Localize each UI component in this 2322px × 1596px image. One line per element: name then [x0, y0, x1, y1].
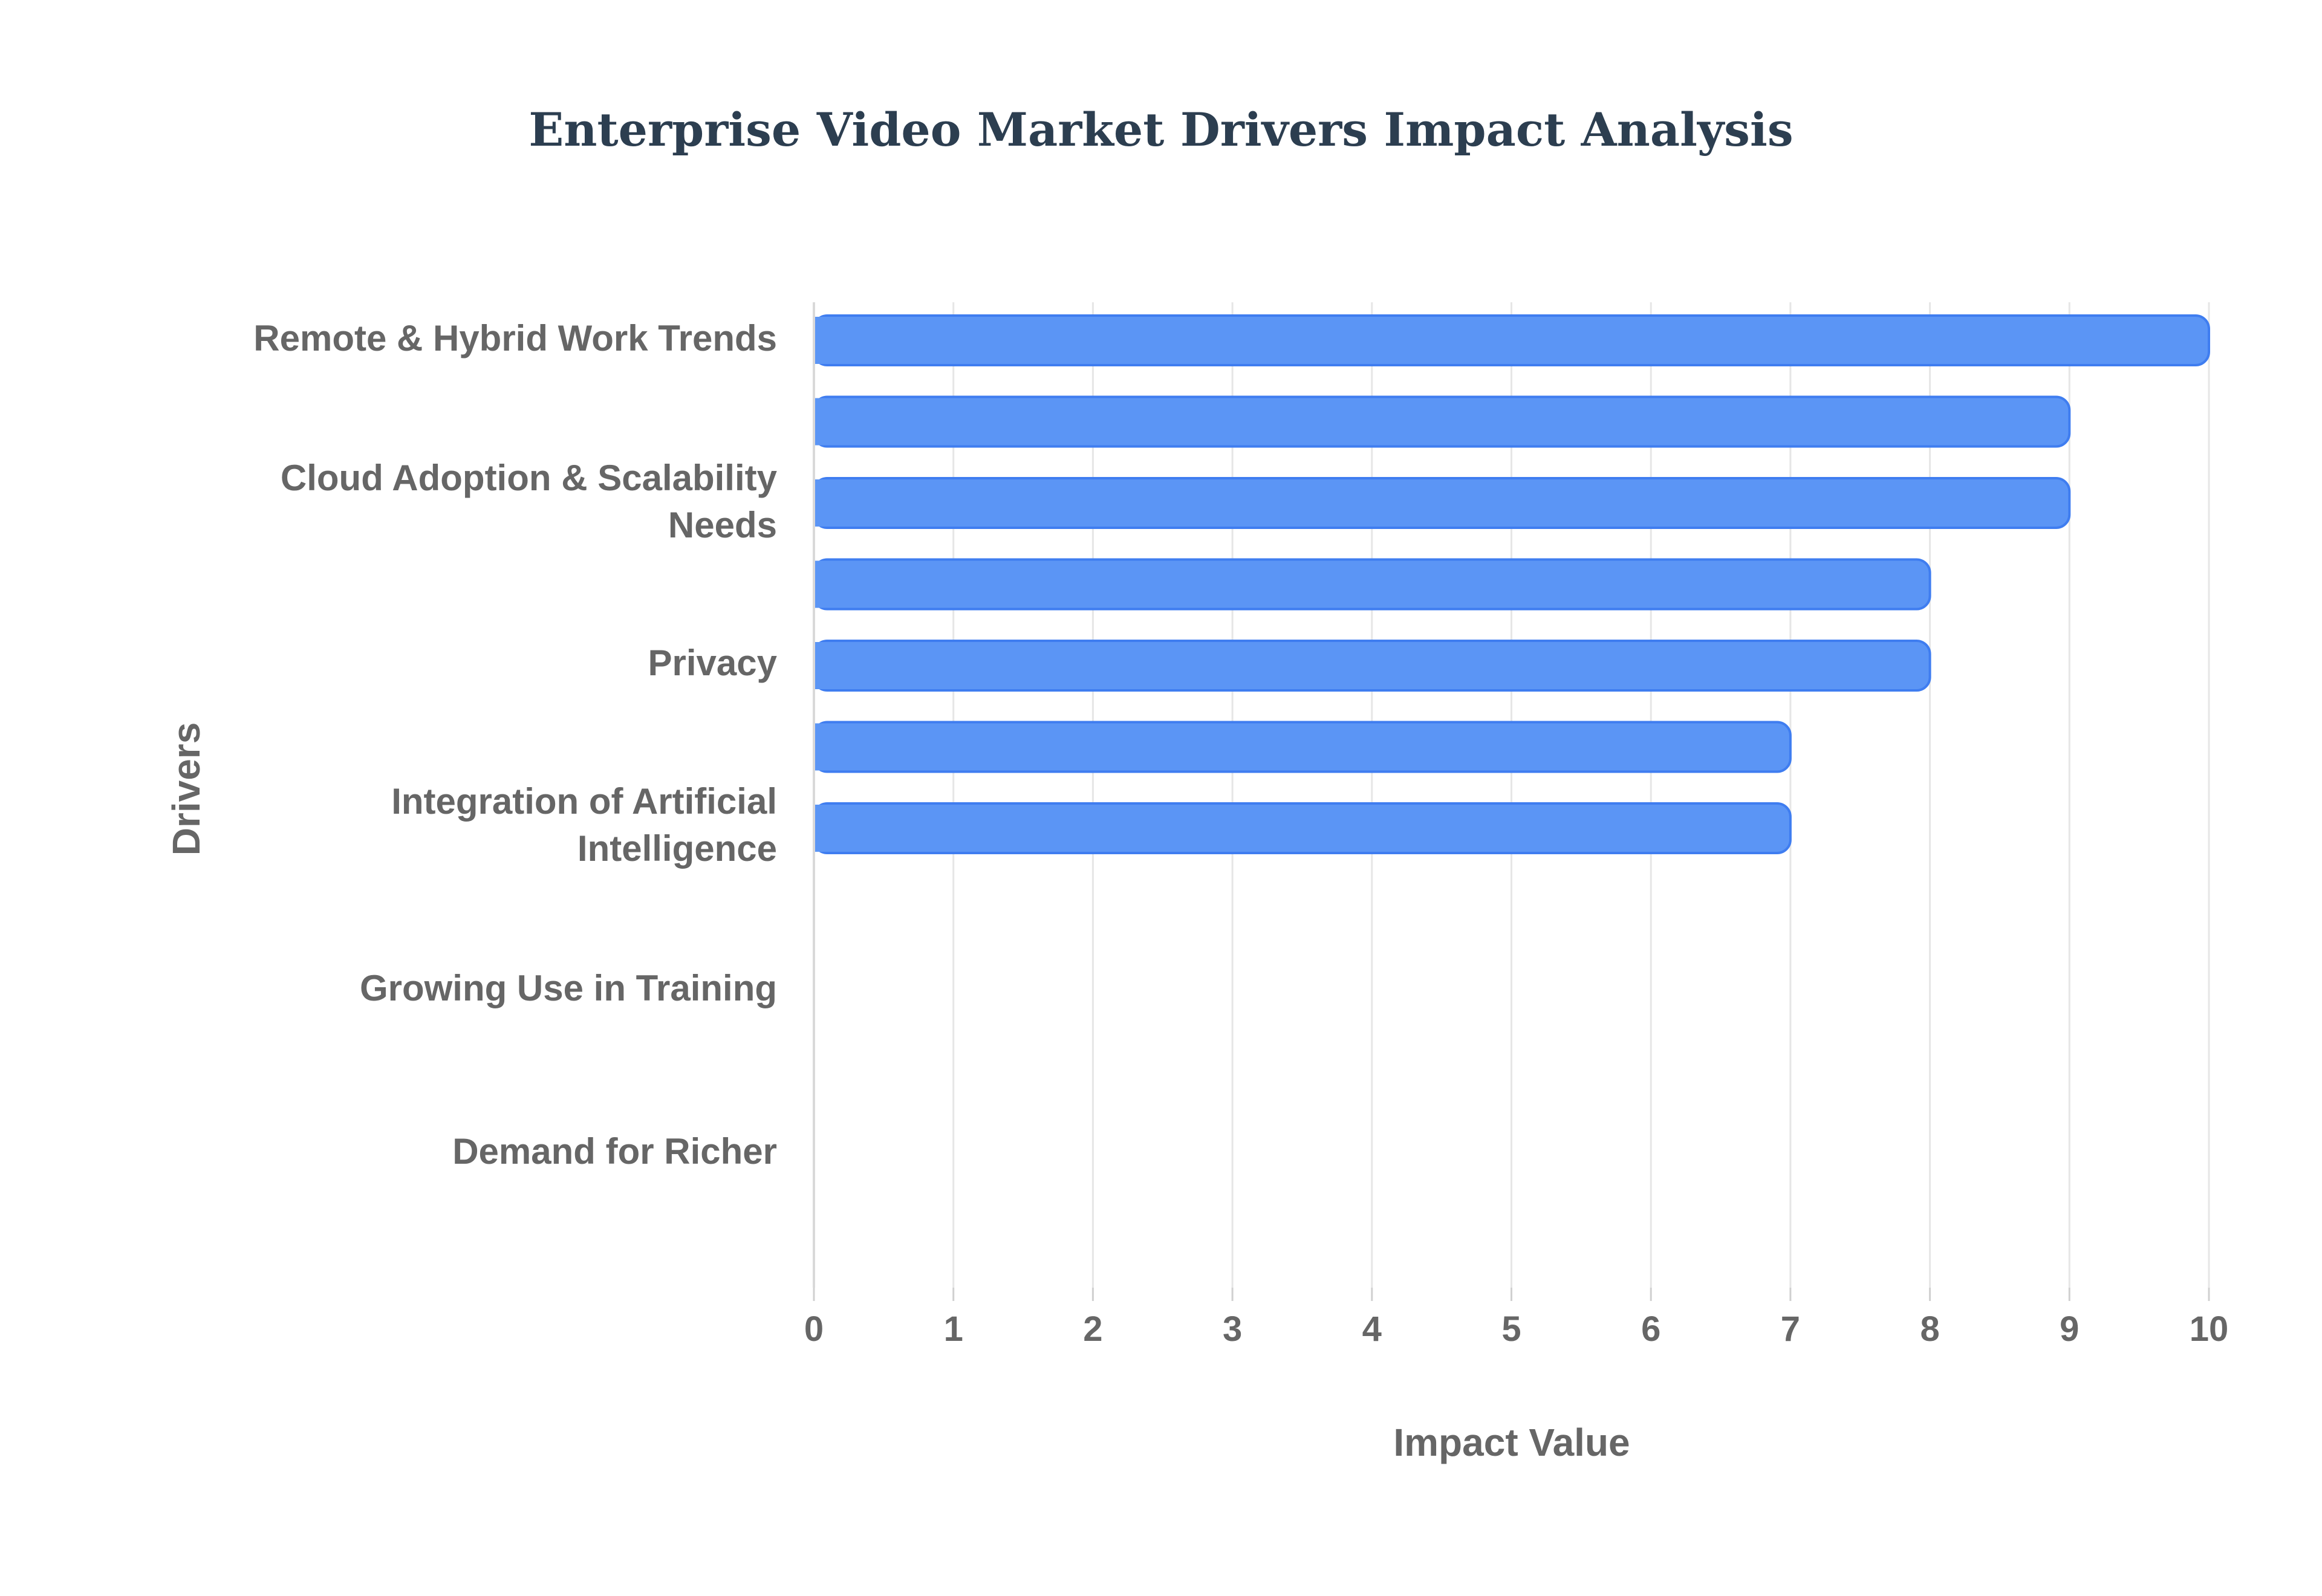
bar-base: [814, 805, 828, 852]
y-axis-label: Drivers: [164, 722, 208, 856]
bar-base: [814, 723, 828, 771]
bar-base: [814, 398, 828, 446]
y-tick-label-line: Privacy: [648, 643, 777, 683]
y-tick-label-line: Remote & Hybrid Work Trends: [253, 318, 777, 358]
x-tick-label: 6: [1641, 1309, 1660, 1349]
y-tick-label: Growing Use in Training: [360, 968, 777, 1008]
y-tick-label: Integration of Artificial Intelligence: [391, 781, 777, 869]
bar: [813, 395, 2071, 448]
x-axis-label: Impact Value: [1393, 1421, 1630, 1464]
axes: [813, 302, 2210, 1301]
bar: [813, 802, 1792, 854]
y-tick-label-line: Cloud Adoption & Scalability: [281, 458, 778, 498]
x-tick-labels: 0 1 2 3 4 5 6 7 8 9 10: [804, 1309, 2228, 1349]
x-tick-label: 4: [1362, 1309, 1382, 1349]
y-tick-label-line: Growing Use in Training: [360, 968, 777, 1008]
y-tick-labels: Remote & Hybrid Work Trends Cloud Adoptio…: [253, 318, 777, 1172]
bar-base: [814, 317, 828, 364]
x-tick-label: 5: [1501, 1309, 1521, 1349]
bar: [813, 558, 1931, 611]
y-tick-label-line: Needs: [668, 505, 777, 545]
bar: [813, 477, 2071, 529]
x-tick-label: 3: [1223, 1309, 1242, 1349]
y-tick-label-line: Demand for Richer: [452, 1131, 777, 1172]
y-tick-label-line: Intelligence: [577, 828, 777, 869]
x-tick-label: 0: [804, 1309, 824, 1349]
bar-base: [814, 642, 828, 689]
bars: [813, 314, 2210, 854]
bar-base: [814, 560, 828, 608]
chart-title: Enterprise Video Market Drivers Impact A…: [528, 103, 1794, 157]
x-tick-label: 2: [1083, 1309, 1102, 1349]
x-tick-label: 1: [944, 1309, 963, 1349]
y-tick-label: Cloud Adoption & Scalability Needs: [281, 458, 778, 545]
y-tick-label-line: Integration of Artificial: [391, 781, 777, 822]
x-tick-label: 8: [1920, 1309, 1939, 1349]
bar-base: [814, 479, 828, 527]
grid-lines: [813, 302, 2210, 1288]
bar: [813, 721, 1792, 773]
y-tick-label: Privacy: [648, 643, 777, 683]
y-tick-label: Demand for Richer: [452, 1131, 777, 1172]
x-tick-label: 7: [1781, 1309, 1800, 1349]
bar: [813, 314, 2210, 366]
y-tick-label: Remote & Hybrid Work Trends: [253, 318, 777, 358]
x-tick-label: 9: [2060, 1309, 2079, 1349]
bar: [813, 640, 1931, 692]
x-tick-label: 10: [2190, 1309, 2229, 1349]
